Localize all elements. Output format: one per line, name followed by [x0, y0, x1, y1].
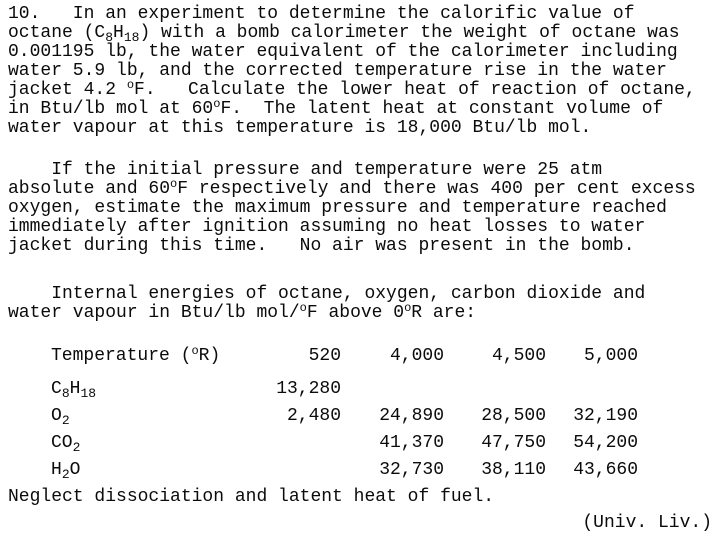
text-run: absolute and 60: [8, 179, 171, 199]
table-cell: 41,370: [379, 433, 444, 453]
text-line: octane (C8H18) with a bomb calorimeter t…: [8, 23, 712, 45]
paragraph-internal-energies-intro: Internal energies of octane, oxygen, car…: [8, 285, 712, 323]
superscript-degree: o: [213, 97, 221, 111]
text-run: 10. In an experiment to determine the ca…: [8, 4, 635, 24]
text-run: immediately after ignition assuming no h…: [8, 217, 646, 237]
text-run: (Univ. Liv.): [582, 513, 712, 533]
subscript: 1: [80, 386, 89, 401]
table-cell: [546, 380, 638, 399]
table-body: C8H18 13,280 O2 2,480 24,890 28,500 32,190 CO2 4…: [51, 379, 712, 482]
table-row: CO2 41,370 47,750 54,200: [51, 433, 712, 455]
superscript-degree: o: [126, 78, 135, 92]
text-line: immediately after ignition assuming no h…: [8, 218, 712, 237]
table-cell: 38,110: [481, 460, 546, 480]
table-cell: [231, 461, 341, 480]
text-line: 0.001195 lb, the water equivalent of the…: [8, 43, 712, 62]
text-run: Neglect dissociation and latent heat of …: [8, 487, 495, 507]
row-label-formula: O2: [51, 406, 231, 428]
text-line: oxygen, estimate the maximum pressure an…: [8, 199, 712, 218]
text-run: CO: [51, 433, 73, 453]
text-run: water vapour in Btu/lb mol/: [8, 303, 300, 323]
text-run: Internal energies of octane, oxygen, car…: [8, 284, 646, 304]
row-label-formula: CO2: [51, 433, 231, 455]
paragraph-problem-statement: 10. In an experiment to determine the ca…: [8, 5, 712, 138]
text-line: absolute and 60oF respectively and there…: [8, 177, 712, 199]
subscript: 18: [123, 30, 140, 45]
text-run: Temperature (: [51, 346, 192, 366]
text-run: C: [51, 379, 62, 399]
table-header-cell: 5,000: [583, 346, 638, 366]
text-run: F respectively and there was 400 per cen…: [177, 179, 696, 199]
text-line: Internal energies of octane, oxygen, car…: [8, 285, 712, 304]
table-cell: 28,500: [481, 406, 546, 426]
table-row: C8H18 13,280: [51, 379, 712, 401]
text-line: water 5.9 lb, and the corrected temperat…: [8, 62, 712, 81]
table-header-cell: 520: [308, 346, 341, 366]
text-run: in Btu/lb mol at 60: [8, 99, 214, 119]
subscript: 8: [61, 386, 70, 401]
attribution-university: (Univ. Liv.): [8, 514, 712, 533]
table-cell: 32,190: [573, 406, 638, 426]
table-cell: 54,200: [573, 433, 638, 453]
subscript: 8: [88, 386, 97, 401]
text-run: R are:: [411, 303, 477, 323]
table-header-cell: 4,000: [389, 346, 444, 366]
row-label-formula: C8H18: [51, 379, 231, 401]
text-run: oxygen, estimate the maximum pressure an…: [8, 198, 667, 218]
subscript: 2: [61, 467, 70, 482]
text-line: 10. In an experiment to determine the ca…: [8, 5, 712, 24]
text-run: If the initial pressure and temperature …: [8, 160, 603, 180]
text-line: water vapour at this temperature is 18,0…: [8, 119, 712, 138]
table-cell: [341, 380, 444, 399]
table-header-cell: 4,500: [491, 346, 546, 366]
text-run: F. The latent heat at constant volume of: [220, 99, 664, 119]
table-cell: [444, 380, 546, 399]
text-run: ) with a bomb calorimeter the weight of …: [139, 23, 680, 43]
superscript-degree: o: [404, 301, 412, 315]
superscript-degree: o: [299, 301, 307, 315]
paragraph-ignition-question: If the initial pressure and temperature …: [8, 161, 712, 256]
text-run: H: [69, 379, 81, 399]
table-cell: 13,280: [276, 379, 341, 399]
text-run: O: [69, 460, 81, 480]
table-row: H2O 32,730 38,110 43,660: [51, 460, 712, 482]
text-run: 0.001195 lb, the water equivalent of the…: [8, 42, 678, 62]
superscript-degree: o: [191, 344, 199, 358]
text-run: octane (C: [8, 23, 106, 43]
text-run: O: [51, 406, 62, 426]
table-cell: 24,890: [379, 406, 444, 426]
text-run: jacket during this time. No air was pres…: [8, 236, 635, 256]
table-cell: [231, 434, 341, 453]
text-run: H: [51, 460, 62, 480]
internal-energy-table: Temperature (oR) 520 4,000 4,500 5,000 C…: [51, 344, 712, 482]
table-cell: 47,750: [481, 433, 546, 453]
text-line: in Btu/lb mol at 60oF. The latent heat a…: [8, 97, 712, 119]
text-line: If the initial pressure and temperature …: [8, 161, 712, 180]
table-header-label: Temperature (oR): [51, 344, 231, 366]
subscript: 8: [105, 30, 114, 45]
text-line: jacket 4.2 oF. Calculate the lower heat …: [8, 78, 712, 100]
subscript: 2: [72, 440, 81, 455]
note-neglect-dissociation: Neglect dissociation and latent heat of …: [8, 488, 712, 507]
text-line: jacket during this time. No air was pres…: [8, 237, 712, 256]
text-run: F. Calculate the lower heat of reaction …: [134, 80, 696, 100]
table-cell: 32,730: [379, 460, 444, 480]
text-run: jacket 4.2: [8, 80, 127, 100]
superscript-degree: o: [170, 177, 178, 191]
text-line: water vapour in Btu/lb mol/oF above 0oR …: [8, 301, 712, 323]
table-cell: 2,480: [286, 406, 341, 426]
text-run: F above 0: [306, 303, 405, 323]
table-header-row: Temperature (oR) 520 4,000 4,500 5,000: [51, 344, 712, 366]
table-row: O2 2,480 24,890 28,500 32,190: [51, 406, 712, 428]
text-run: H: [113, 23, 124, 43]
subscript: 2: [61, 413, 70, 428]
table-cell: 43,660: [573, 460, 638, 480]
text-run: water 5.9 lb, and the corrected temperat…: [8, 61, 667, 81]
row-label-formula: H2O: [51, 460, 231, 482]
text-run: R): [198, 346, 221, 366]
text-run: water vapour at this temperature is 18,0…: [8, 118, 592, 138]
